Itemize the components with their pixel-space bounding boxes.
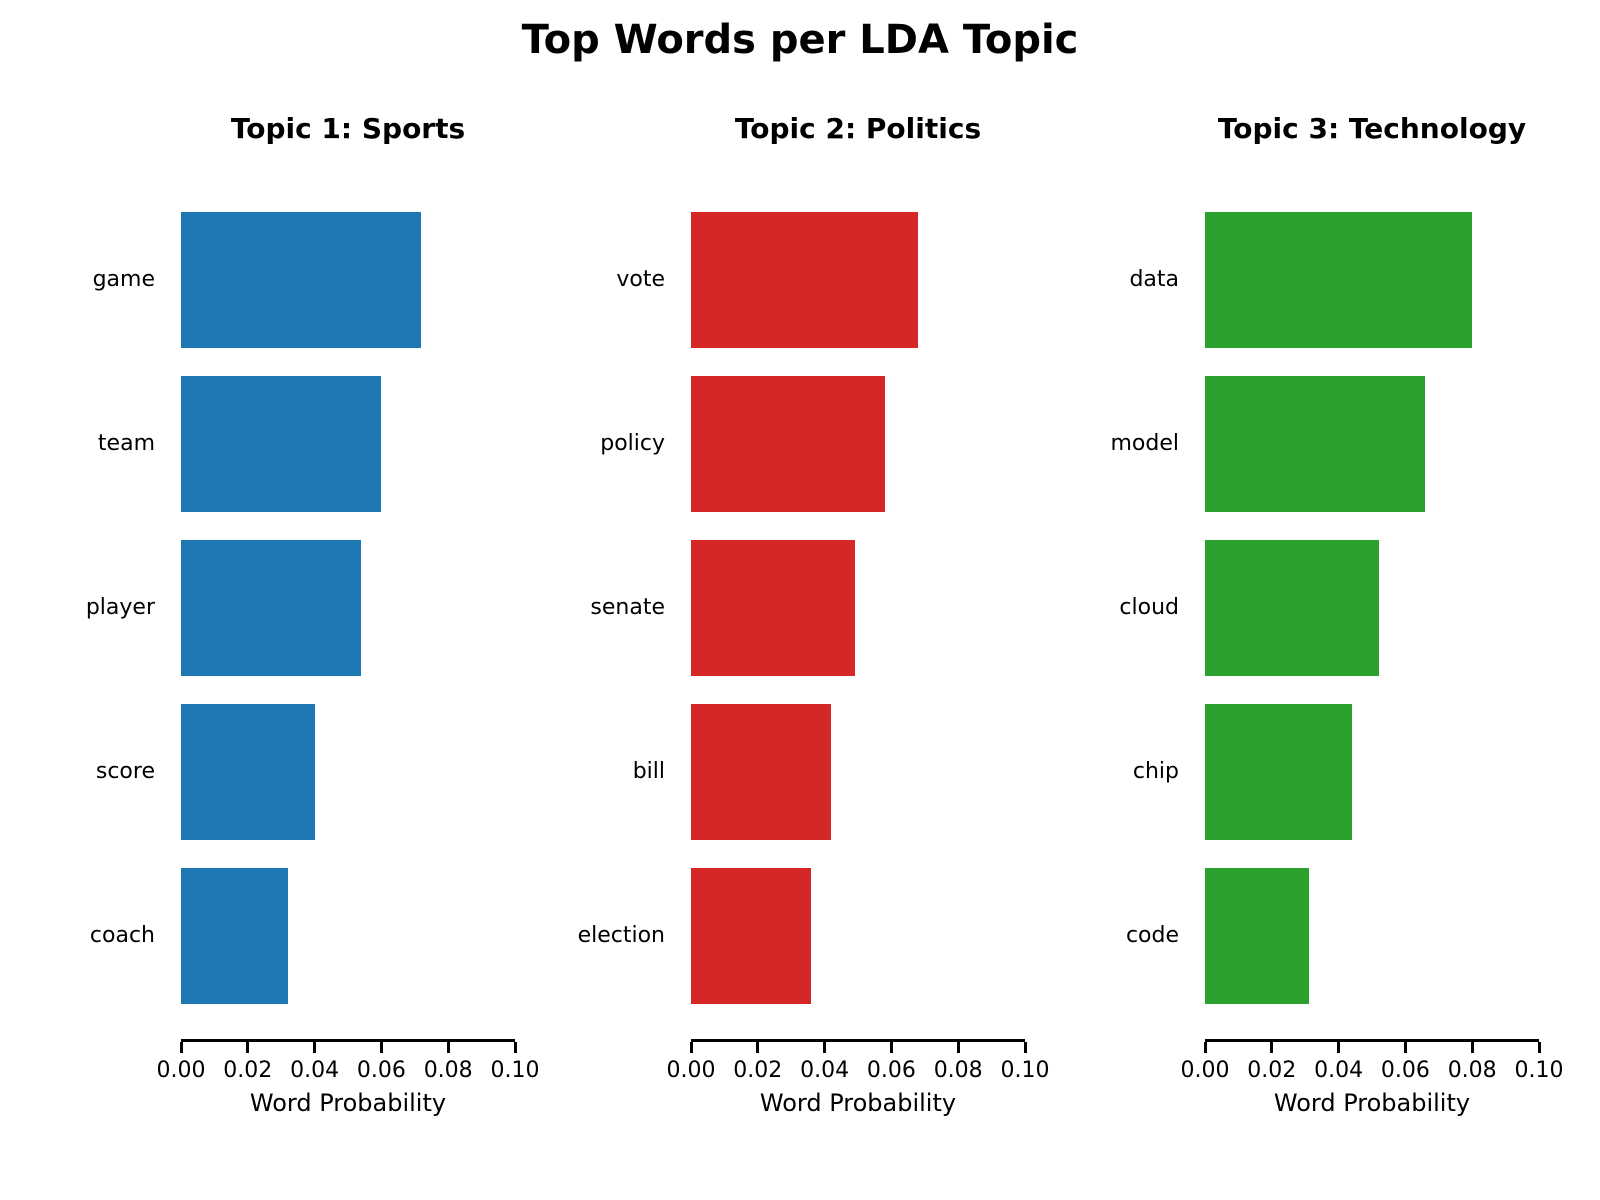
subplot-1-plot-area: game team player score coach 0.00 0.02 0.04 0.06… bbox=[86, 175, 539, 1083]
subplot-topic-2-politics: Topic 2: Politics vote policy senate bill el… bbox=[578, 0, 1050, 1200]
x-tick-mark bbox=[1203, 1042, 1207, 1053]
bar-score bbox=[181, 704, 315, 840]
x-tick-mark bbox=[1270, 1042, 1274, 1053]
x-tick-label: 0.10 bbox=[490, 1058, 540, 1083]
x-tick-mark bbox=[889, 1042, 893, 1053]
x-tick-label: 0.08 bbox=[423, 1058, 473, 1083]
x-tick-mark bbox=[246, 1042, 250, 1053]
x-tick-mark bbox=[379, 1042, 383, 1053]
x-tick-label: 0.10 bbox=[1514, 1058, 1564, 1083]
category-label-chip: chip bbox=[1132, 759, 1179, 784]
x-axis-line bbox=[1205, 1039, 1539, 1042]
category-label-bill: bill bbox=[632, 759, 665, 784]
bar-data bbox=[1205, 212, 1473, 348]
x-tick-mark bbox=[1403, 1042, 1407, 1053]
category-label-score: score bbox=[95, 759, 155, 784]
x-tick-label: 0.08 bbox=[1447, 1058, 1497, 1083]
x-tick-mark bbox=[446, 1042, 450, 1053]
category-label-game: game bbox=[92, 267, 155, 292]
x-tick-label: 0.00 bbox=[1180, 1058, 1230, 1083]
category-label-election: election bbox=[577, 923, 665, 948]
bar-bill bbox=[691, 704, 832, 840]
bar-coach bbox=[181, 868, 288, 1004]
bar-code bbox=[1205, 868, 1309, 1004]
category-label-cloud: cloud bbox=[1119, 595, 1179, 620]
category-label-data: data bbox=[1129, 267, 1179, 292]
x-tick-mark bbox=[1023, 1042, 1027, 1053]
x-tick-label: 0.04 bbox=[290, 1058, 340, 1083]
x-tick-label: 0.10 bbox=[1000, 1058, 1050, 1083]
x-tick-mark bbox=[313, 1042, 317, 1053]
x-tick-label: 0.00 bbox=[156, 1058, 206, 1083]
x-axis-label: Word Probability bbox=[759, 1089, 957, 1117]
x-tick-label: 0.02 bbox=[223, 1058, 273, 1083]
x-axis-label: Word Probability bbox=[249, 1089, 447, 1117]
bar-cloud bbox=[1205, 540, 1379, 676]
x-axis-line bbox=[181, 1039, 515, 1042]
bar-chip bbox=[1205, 704, 1352, 840]
category-label-code: code bbox=[1125, 923, 1179, 948]
bar-policy bbox=[691, 376, 885, 512]
subplot-1-title: Topic 1: Sports bbox=[230, 112, 466, 145]
bar-model bbox=[1205, 376, 1426, 512]
x-tick-label: 0.02 bbox=[1247, 1058, 1297, 1083]
category-label-model: model bbox=[1110, 431, 1179, 456]
bar-game bbox=[181, 212, 422, 348]
chart-title: Top Words per LDA Topic bbox=[521, 17, 1079, 63]
subplot-2-plot-area: vote policy senate bill election 0.00 0.02 0.04… bbox=[578, 175, 1049, 1083]
x-tick-label: 0.04 bbox=[1314, 1058, 1364, 1083]
x-tick-mark bbox=[1337, 1042, 1341, 1053]
x-tick-label: 0.02 bbox=[733, 1058, 783, 1083]
subplot-topic-1-sports: Topic 1: Sports game team player score coach… bbox=[86, 0, 540, 1200]
x-tick-mark bbox=[756, 1042, 760, 1053]
category-label-player: player bbox=[85, 595, 155, 620]
x-tick-mark bbox=[956, 1042, 960, 1053]
x-tick-label: 0.04 bbox=[800, 1058, 850, 1083]
x-tick-mark bbox=[1537, 1042, 1541, 1053]
x-tick-mark bbox=[513, 1042, 517, 1053]
x-axis-line bbox=[691, 1039, 1025, 1042]
x-tick-mark bbox=[823, 1042, 827, 1053]
category-label-coach: coach bbox=[89, 923, 155, 948]
bar-senate bbox=[691, 540, 855, 676]
category-label-vote: vote bbox=[616, 267, 665, 292]
bar-team bbox=[181, 376, 382, 512]
x-tick-mark bbox=[689, 1042, 693, 1053]
category-label-policy: policy bbox=[600, 431, 665, 456]
x-tick-label: 0.00 bbox=[666, 1058, 716, 1083]
subplot-3-plot-area: data model cloud chip code 0.00 0.02 0.04 0.06 0.… bbox=[1110, 175, 1563, 1083]
subplot-topic-3-technology: Topic 3: Technology data model cloud chip co… bbox=[1110, 0, 1563, 1200]
x-tick-mark bbox=[1470, 1042, 1474, 1053]
subplot-2-title: Topic 2: Politics bbox=[734, 112, 982, 145]
subplot-3-title: Topic 3: Technology bbox=[1217, 112, 1527, 145]
x-tick-label: 0.06 bbox=[356, 1058, 406, 1083]
category-label-team: team bbox=[97, 431, 155, 456]
bar-vote bbox=[691, 212, 919, 348]
x-axis-label: Word Probability bbox=[1273, 1089, 1471, 1117]
bar-player bbox=[181, 540, 362, 676]
bar-election bbox=[691, 868, 812, 1004]
x-tick-label: 0.06 bbox=[866, 1058, 916, 1083]
category-label-senate: senate bbox=[590, 595, 665, 620]
x-tick-label: 0.08 bbox=[933, 1058, 983, 1083]
x-tick-label: 0.06 bbox=[1380, 1058, 1430, 1083]
x-tick-mark bbox=[179, 1042, 183, 1053]
